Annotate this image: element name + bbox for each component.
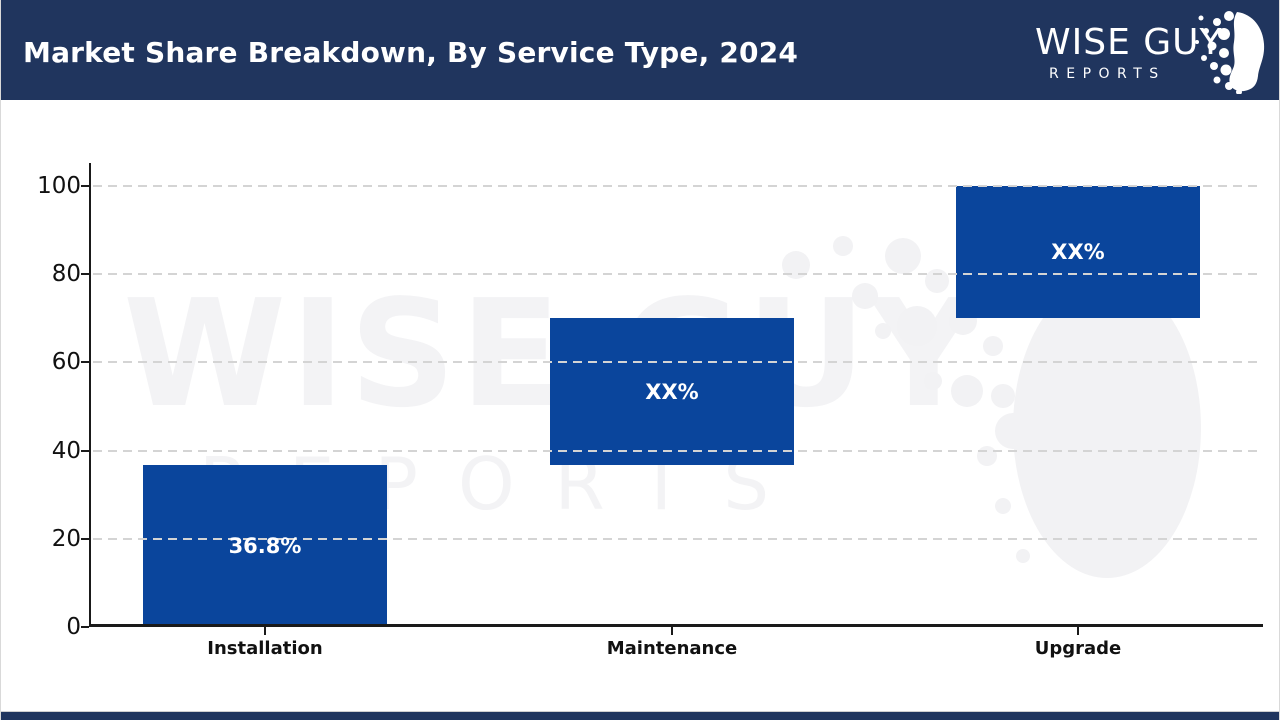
y-axis-tick-label: 0: [66, 614, 81, 640]
y-axis-tick-label: 20: [51, 525, 81, 552]
y-axis-tick-label: 40: [51, 437, 81, 464]
watermark-dot: [995, 498, 1011, 514]
watermark-dot: [1053, 531, 1073, 551]
x-axis-category-label: Maintenance: [606, 638, 738, 659]
header-bar: Market Share Breakdown, By Service Type,…: [1, 0, 1279, 100]
bar-value-label: 36.8%: [228, 533, 302, 558]
x-axis-category-label: Upgrade: [1034, 638, 1122, 659]
watermark-dot: [1016, 549, 1030, 563]
y-axis-tick-mark: [81, 185, 89, 187]
watermark-dot: [991, 384, 1015, 408]
gridline-y60: [93, 361, 1261, 364]
watermark-dot: [1035, 489, 1059, 513]
footer-divider: [1, 711, 1279, 712]
x-axis-tick-mark: [671, 627, 673, 635]
logo-subtext: REPORTS: [1049, 66, 1166, 82]
y-axis-tick-label: 100: [37, 173, 81, 199]
x-axis-tick-mark: [264, 627, 266, 635]
gridline-y100: [93, 185, 1261, 187]
bar-upgrade: [956, 186, 1200, 319]
watermark-dot: [1019, 447, 1047, 475]
logo-head-icon: [1195, 11, 1265, 94]
gridline-y40: [93, 449, 1261, 452]
x-axis-tick-mark: [1077, 627, 1079, 635]
y-axis-tick-mark: [81, 537, 89, 540]
chart-title: Market Share Breakdown, By Service Type,…: [23, 36, 799, 69]
x-axis-category-label: Installation: [207, 638, 323, 659]
bar-value-label: XX%: [1051, 240, 1105, 265]
footer-bar: [1, 712, 1279, 720]
y-axis-tick-mark: [81, 273, 89, 276]
y-axis-tick-mark: [81, 626, 89, 628]
watermark-head-silhouette: [1013, 278, 1201, 578]
bar-installation: [143, 464, 387, 627]
watermark-dot: [951, 375, 983, 407]
watermark-dot: [897, 306, 937, 346]
bar-value-label: XX%: [645, 379, 699, 404]
watermark-dot: [875, 323, 891, 339]
logo-wordmark: WISE GUY: [1035, 22, 1223, 63]
gridline-y80: [93, 273, 1261, 276]
x-axis-spine: [89, 624, 1263, 627]
wise-guy-reports-logo: WISE GUY REPORTS: [1035, 11, 1265, 94]
y-axis-tick-mark: [81, 361, 89, 364]
gridline-y20: [93, 537, 1261, 540]
y-axis-tick-label: 60: [51, 349, 81, 376]
watermark-dot: [983, 336, 1003, 356]
y-axis-tick-label: 80: [51, 261, 81, 288]
watermark-dot: [852, 283, 878, 309]
y-axis-tick-mark: [81, 449, 89, 452]
watermark-dot: [885, 238, 921, 274]
y-axis-spine: [89, 163, 91, 627]
watermark-dot: [995, 413, 1031, 449]
watermark-dot: [924, 372, 942, 390]
watermark-dot: [833, 236, 853, 256]
bar-maintenance: [550, 318, 794, 465]
watermark-dot: [925, 269, 949, 293]
